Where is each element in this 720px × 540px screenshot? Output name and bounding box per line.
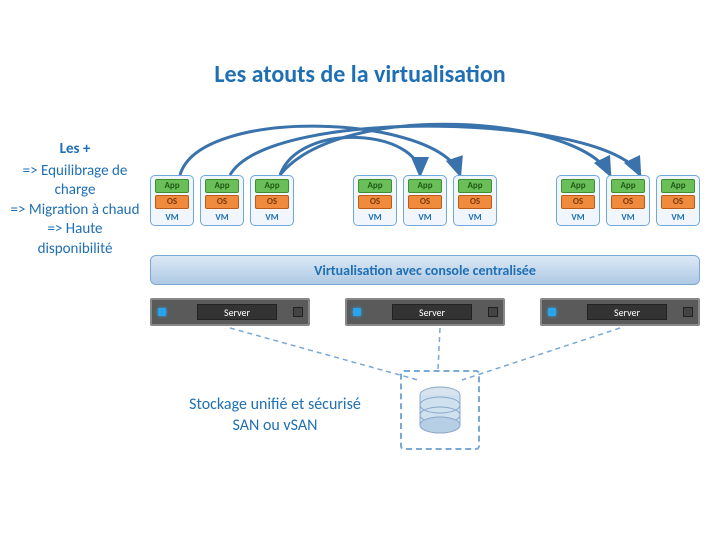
vm-os-label: OS	[255, 195, 289, 209]
vm-box: App OS VM	[453, 175, 497, 226]
vm-label: VM	[265, 212, 278, 223]
vm-app-label: App	[661, 179, 695, 193]
server-grip-icon	[683, 307, 693, 317]
vm-row: App OS VM App OS VM App OS VM App OS VM App OS VM App O…	[150, 175, 700, 226]
vm-os-label: OS	[661, 195, 695, 209]
storage-label: Stockage unifié et sécurisé SAN ou vSAN	[165, 395, 385, 437]
sidebar-line: => Haute disponibilité	[10, 220, 140, 259]
vm-app-label: App	[561, 179, 595, 193]
server-grip-icon	[293, 307, 303, 317]
vm-label: VM	[671, 212, 684, 223]
benefits-sidebar: Les + => Equilibrage de charge => Migrat…	[10, 140, 140, 259]
server-box: Server	[345, 298, 505, 326]
vm-app-label: App	[255, 179, 289, 193]
storage-box	[400, 370, 480, 450]
vm-group: App OS VM App OS VM App OS VM	[556, 175, 700, 226]
page-title: Les atouts de la virtualisation	[0, 60, 720, 89]
server-label: Server	[197, 304, 277, 320]
server-led-icon	[353, 308, 361, 316]
vm-label: VM	[165, 212, 178, 223]
server-led-icon	[548, 308, 556, 316]
storage-label-line: Stockage unifié et sécurisé	[165, 395, 385, 416]
database-icon	[415, 383, 465, 438]
vm-box: App OS VM	[403, 175, 447, 226]
vm-box: App OS VM	[656, 175, 700, 226]
vm-os-label: OS	[561, 195, 595, 209]
server-box: Server	[150, 298, 310, 326]
vm-app-label: App	[155, 179, 189, 193]
vm-app-label: App	[408, 179, 442, 193]
sidebar-line: => Equilibrage de charge	[10, 162, 140, 201]
virtualisation-bar: Virtualisation avec console centralisée	[150, 255, 700, 285]
vm-os-label: OS	[611, 195, 645, 209]
vm-app-label: App	[611, 179, 645, 193]
server-led-icon	[158, 308, 166, 316]
server-row: Server Server Server	[150, 298, 700, 326]
sidebar-line: => Migration à chaud	[10, 201, 140, 221]
vm-label: VM	[215, 212, 228, 223]
vm-os-label: OS	[205, 195, 239, 209]
sidebar-heading: Les +	[10, 140, 140, 160]
vm-os-label: OS	[408, 195, 442, 209]
storage-label-line: SAN ou vSAN	[165, 416, 385, 437]
vm-label: VM	[571, 212, 584, 223]
server-box: Server	[540, 298, 700, 326]
vm-box: App OS VM	[150, 175, 194, 226]
vm-label: VM	[418, 212, 431, 223]
vm-box: App OS VM	[353, 175, 397, 226]
vm-app-label: App	[458, 179, 492, 193]
vm-app-label: App	[205, 179, 239, 193]
vm-box: App OS VM	[200, 175, 244, 226]
vm-label: VM	[468, 212, 481, 223]
vm-os-label: OS	[458, 195, 492, 209]
vm-box: App OS VM	[556, 175, 600, 226]
vm-label: VM	[621, 212, 634, 223]
vm-box: App OS VM	[250, 175, 294, 226]
vm-os-label: OS	[155, 195, 189, 209]
vm-app-label: App	[358, 179, 392, 193]
server-grip-icon	[488, 307, 498, 317]
vm-group: App OS VM App OS VM App OS VM	[353, 175, 497, 226]
vm-os-label: OS	[358, 195, 392, 209]
vm-label: VM	[368, 212, 381, 223]
vm-box: App OS VM	[606, 175, 650, 226]
server-label: Server	[587, 304, 667, 320]
vm-group: App OS VM App OS VM App OS VM	[150, 175, 294, 226]
server-label: Server	[392, 304, 472, 320]
